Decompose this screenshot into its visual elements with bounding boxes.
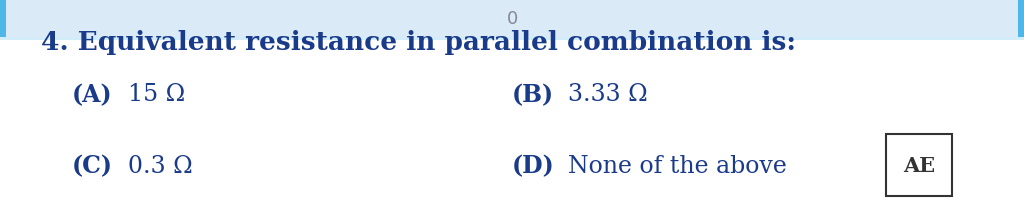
Text: AE: AE	[903, 156, 935, 176]
Text: 15 Ω: 15 Ω	[128, 83, 185, 106]
FancyBboxPatch shape	[0, 0, 6, 37]
FancyBboxPatch shape	[0, 0, 1024, 37]
Text: None of the above: None of the above	[568, 155, 787, 178]
FancyBboxPatch shape	[0, 37, 1024, 40]
Text: 0: 0	[507, 10, 517, 28]
Text: (D): (D)	[512, 154, 555, 178]
FancyBboxPatch shape	[886, 134, 952, 196]
Text: (C): (C)	[72, 154, 113, 178]
FancyBboxPatch shape	[1018, 0, 1024, 37]
Text: 3.33 Ω: 3.33 Ω	[568, 83, 648, 106]
Text: (A): (A)	[72, 83, 113, 107]
Text: 4. Equivalent resistance in parallel combination is:: 4. Equivalent resistance in parallel com…	[41, 30, 796, 55]
Text: (B): (B)	[512, 83, 554, 107]
Text: 0.3 Ω: 0.3 Ω	[128, 155, 193, 178]
